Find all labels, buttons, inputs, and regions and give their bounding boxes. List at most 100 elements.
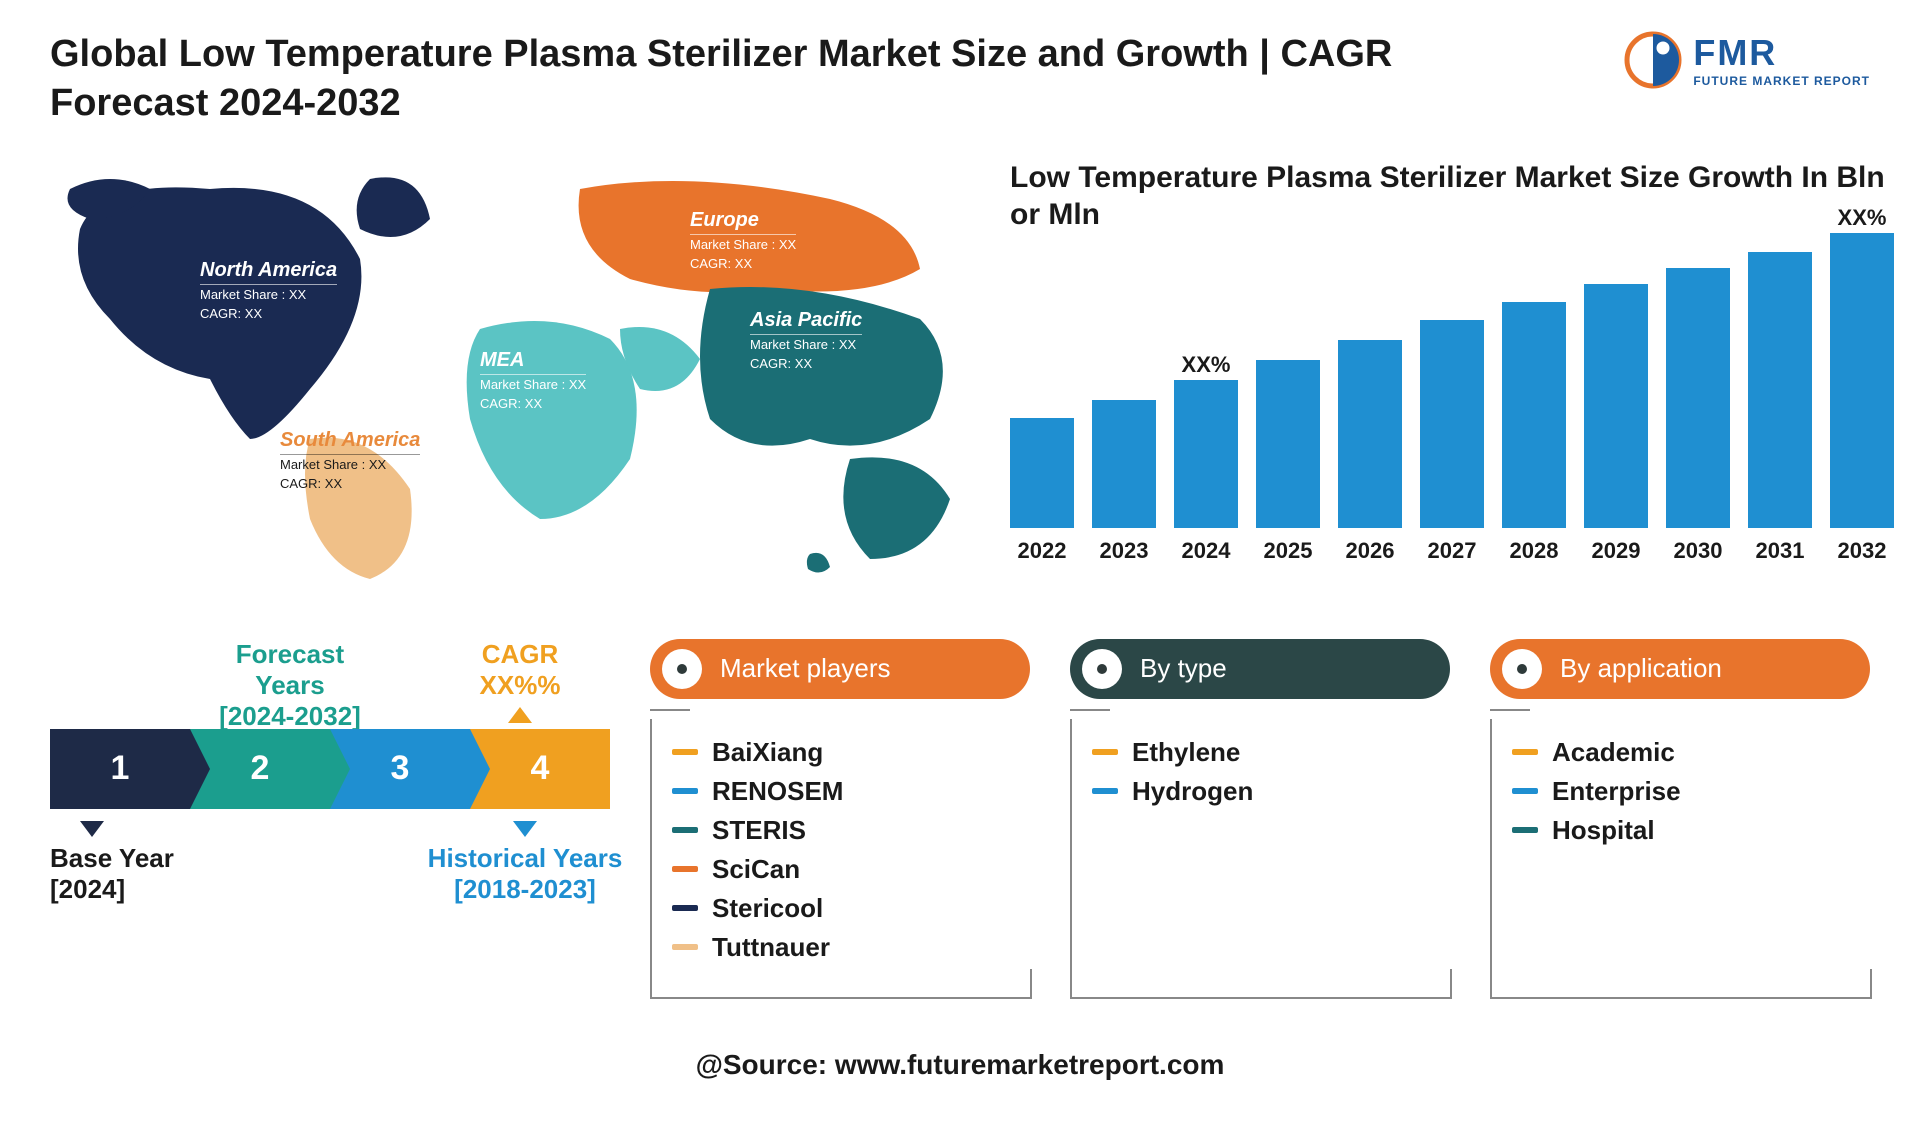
- pill-column-by-application: By application Academic Enterprise Hospi…: [1490, 639, 1870, 999]
- bar-label: 2023: [1100, 538, 1149, 564]
- source-attribution: @Source: www.futuremarketreport.com: [50, 1049, 1870, 1081]
- bar-2025: 2025: [1256, 360, 1320, 564]
- chevron-right-icon: [190, 729, 210, 809]
- bar-label: 2024: [1182, 538, 1231, 564]
- chart-title: Low Temperature Plasma Sterilizer Market…: [1010, 159, 1894, 234]
- bar-label: 2022: [1018, 538, 1067, 564]
- cagr-value: XX%%: [460, 670, 580, 701]
- bar-rect: [1092, 400, 1156, 528]
- list-item: Enterprise: [1512, 776, 1870, 807]
- hist-range: [2018-2023]: [400, 874, 650, 905]
- list-item: RENOSEM: [672, 776, 1030, 807]
- bar-2022: 2022: [1010, 418, 1074, 564]
- list-item: Tuttnauer: [672, 932, 1030, 963]
- region-name: Asia Pacific: [750, 309, 862, 332]
- map-region-north-america: North America Market Share : XX CAGR: XX: [200, 259, 337, 321]
- map-region-asia-pacific: Asia Pacific Market Share : XX CAGR: XX: [750, 309, 862, 371]
- timeline-segment-1: 1: [50, 729, 190, 809]
- bar-rect: [1502, 302, 1566, 528]
- region-name: South America: [280, 429, 420, 452]
- list-item: Academic: [1512, 737, 1870, 768]
- bar-label: 2025: [1264, 538, 1313, 564]
- dash-icon: [672, 944, 698, 950]
- triangle-down-icon: [80, 821, 104, 837]
- logo-sub: FUTURE MARKET REPORT: [1693, 74, 1870, 88]
- list-item-label: STERIS: [712, 815, 806, 846]
- dash-icon: [672, 788, 698, 794]
- bar-rect: XX%: [1830, 233, 1894, 528]
- list-wrap: Ethylene Hydrogen: [1070, 719, 1450, 999]
- bar-2031: 2031: [1748, 252, 1812, 564]
- bar-rect: [1338, 340, 1402, 528]
- pill-header: By type: [1070, 639, 1450, 699]
- list-item-label: Tuttnauer: [712, 932, 830, 963]
- bar-rect: [1010, 418, 1074, 528]
- timeline-segment-2: 2: [190, 729, 330, 809]
- region-cagr: CAGR: XX: [200, 304, 337, 321]
- bar-2024: XX% 2024: [1174, 380, 1238, 564]
- region-share: Market Share : XX: [750, 334, 862, 352]
- bar-rect: [1748, 252, 1812, 528]
- base-text: Base Year: [50, 843, 300, 874]
- forecast-range: [2024-2032]: [200, 701, 380, 732]
- bar-rect: [1420, 320, 1484, 528]
- bar-2026: 2026: [1338, 340, 1402, 564]
- dash-icon: [1512, 749, 1538, 755]
- circle-icon: [662, 649, 702, 689]
- timeline-segment-4: 4: [470, 729, 610, 809]
- list-item-label: Hydrogen: [1132, 776, 1253, 807]
- bar-label: 2031: [1756, 538, 1805, 564]
- dash-icon: [672, 866, 698, 872]
- pill-title: By type: [1140, 653, 1227, 684]
- bar-2023: 2023: [1092, 400, 1156, 564]
- bar-rect: [1256, 360, 1320, 528]
- cagr-text: CAGR: [460, 639, 580, 670]
- globe-magnifier-icon: [1623, 30, 1683, 90]
- list-item-label: BaiXiang: [712, 737, 823, 768]
- map-region-mea: MEA Market Share : XX CAGR: XX: [480, 349, 586, 411]
- list-item: Stericool: [672, 893, 1030, 924]
- list-item: BaiXiang: [672, 737, 1030, 768]
- bar-annotation: XX%: [1174, 352, 1238, 378]
- timeline-segment-3: 3: [330, 729, 470, 809]
- bar-rect: [1666, 268, 1730, 528]
- list-wrap: BaiXiang RENOSEM STERIS SciCan Stericool…: [650, 719, 1030, 999]
- dash-icon: [672, 749, 698, 755]
- pill-header: By application: [1490, 639, 1870, 699]
- list-item-label: Hospital: [1552, 815, 1655, 846]
- list-item-label: Enterprise: [1552, 776, 1681, 807]
- bar-2028: 2028: [1502, 302, 1566, 564]
- triangle-up-icon: [508, 707, 532, 723]
- list-item: STERIS: [672, 815, 1030, 846]
- bar-2027: 2027: [1420, 320, 1484, 564]
- map-region-europe: Europe Market Share : XX CAGR: XX: [690, 209, 796, 271]
- region-share: Market Share : XX: [280, 454, 420, 472]
- region-name: Europe: [690, 209, 796, 232]
- dash-icon: [672, 905, 698, 911]
- pill-columns: Market players BaiXiang RENOSEM STERIS S…: [650, 639, 1870, 999]
- bar-annotation: XX%: [1830, 205, 1894, 231]
- bar-2029: 2029: [1584, 284, 1648, 564]
- region-cagr: CAGR: XX: [280, 474, 420, 491]
- bars-container: 2022 2023 XX% 2024 2025 2026 2027 2028 2…: [1010, 254, 1894, 564]
- pill-column-market-players: Market players BaiXiang RENOSEM STERIS S…: [650, 639, 1030, 999]
- circle-icon: [1502, 649, 1542, 689]
- timeline-strip: 1234: [50, 729, 610, 809]
- bar-rect: XX%: [1174, 380, 1238, 528]
- main-row: North America Market Share : XX CAGR: XX…: [50, 159, 1870, 579]
- list-item: Hydrogen: [1092, 776, 1450, 807]
- bar-label: 2030: [1674, 538, 1723, 564]
- bar-2030: 2030: [1666, 268, 1730, 564]
- region-name: MEA: [480, 349, 586, 372]
- header: Global Low Temperature Plasma Sterilizer…: [50, 30, 1870, 129]
- bar-2032: XX% 2032: [1830, 233, 1894, 564]
- timeline: Forecast Years [2024-2032] CAGR XX%% 123…: [50, 639, 610, 905]
- region-share: Market Share : XX: [200, 284, 337, 302]
- pill-column-by-type: By type Ethylene Hydrogen: [1070, 639, 1450, 999]
- region-cagr: CAGR: XX: [480, 394, 586, 411]
- map-region-south-america: South America Market Share : XX CAGR: XX: [280, 429, 420, 491]
- bar-label: 2028: [1510, 538, 1559, 564]
- world-map: North America Market Share : XX CAGR: XX…: [50, 159, 970, 579]
- pill-title: By application: [1560, 653, 1722, 684]
- bar-label: 2026: [1346, 538, 1395, 564]
